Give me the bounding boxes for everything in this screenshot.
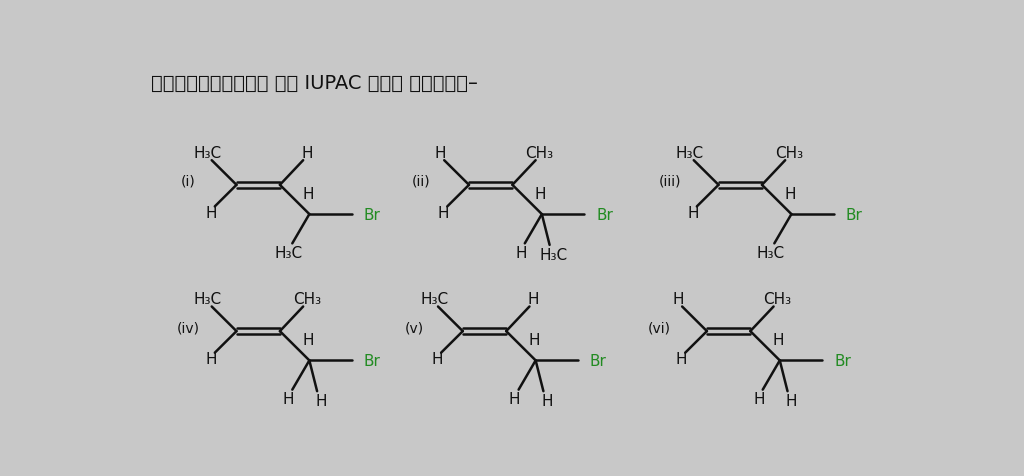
Text: H: H <box>528 332 541 347</box>
Text: H: H <box>785 393 797 408</box>
Text: H: H <box>673 292 684 307</box>
Text: (iii): (iii) <box>659 175 682 188</box>
Text: Br: Br <box>846 207 862 222</box>
Text: H: H <box>527 292 539 307</box>
Text: H₃C: H₃C <box>757 246 784 260</box>
Text: H₃C: H₃C <box>420 292 449 307</box>
Text: H: H <box>283 392 294 407</box>
Text: Br: Br <box>364 207 381 222</box>
Text: H₃C: H₃C <box>540 247 567 262</box>
Text: H₃C: H₃C <box>274 246 302 260</box>
Text: H: H <box>784 187 796 201</box>
Text: H: H <box>315 393 327 408</box>
Text: H: H <box>205 352 217 367</box>
Text: (v): (v) <box>406 321 424 335</box>
Text: H₃C: H₃C <box>194 292 222 307</box>
Text: निम्नलिखित के IUPAC नाम लिखिए–: निम्नलिखित के IUPAC नाम लिखिए– <box>152 74 478 93</box>
Text: H: H <box>301 146 312 161</box>
Text: Br: Br <box>590 353 607 368</box>
Text: H: H <box>434 146 446 161</box>
Text: H: H <box>509 392 520 407</box>
Text: Br: Br <box>834 353 851 368</box>
Text: H: H <box>205 206 217 220</box>
Text: H: H <box>542 393 553 408</box>
Text: H: H <box>302 187 314 201</box>
Text: H: H <box>431 352 443 367</box>
Text: Br: Br <box>364 353 381 368</box>
Text: H: H <box>687 206 698 220</box>
Text: (iv): (iv) <box>177 321 200 335</box>
Text: H₃C: H₃C <box>194 146 222 161</box>
Text: H: H <box>676 352 687 367</box>
Text: H: H <box>437 206 450 220</box>
Text: (i): (i) <box>181 175 196 188</box>
Text: Br: Br <box>596 207 613 222</box>
Text: CH₃: CH₃ <box>525 146 554 161</box>
Text: H: H <box>535 187 547 201</box>
Text: H: H <box>302 332 314 347</box>
Text: CH₃: CH₃ <box>763 292 792 307</box>
Text: H₃C: H₃C <box>676 146 703 161</box>
Text: H: H <box>773 332 784 347</box>
Text: H: H <box>753 392 765 407</box>
Text: (ii): (ii) <box>412 175 430 188</box>
Text: (vi): (vi) <box>647 321 671 335</box>
Text: H: H <box>515 246 526 260</box>
Text: CH₃: CH₃ <box>775 146 803 161</box>
Text: CH₃: CH₃ <box>293 292 322 307</box>
